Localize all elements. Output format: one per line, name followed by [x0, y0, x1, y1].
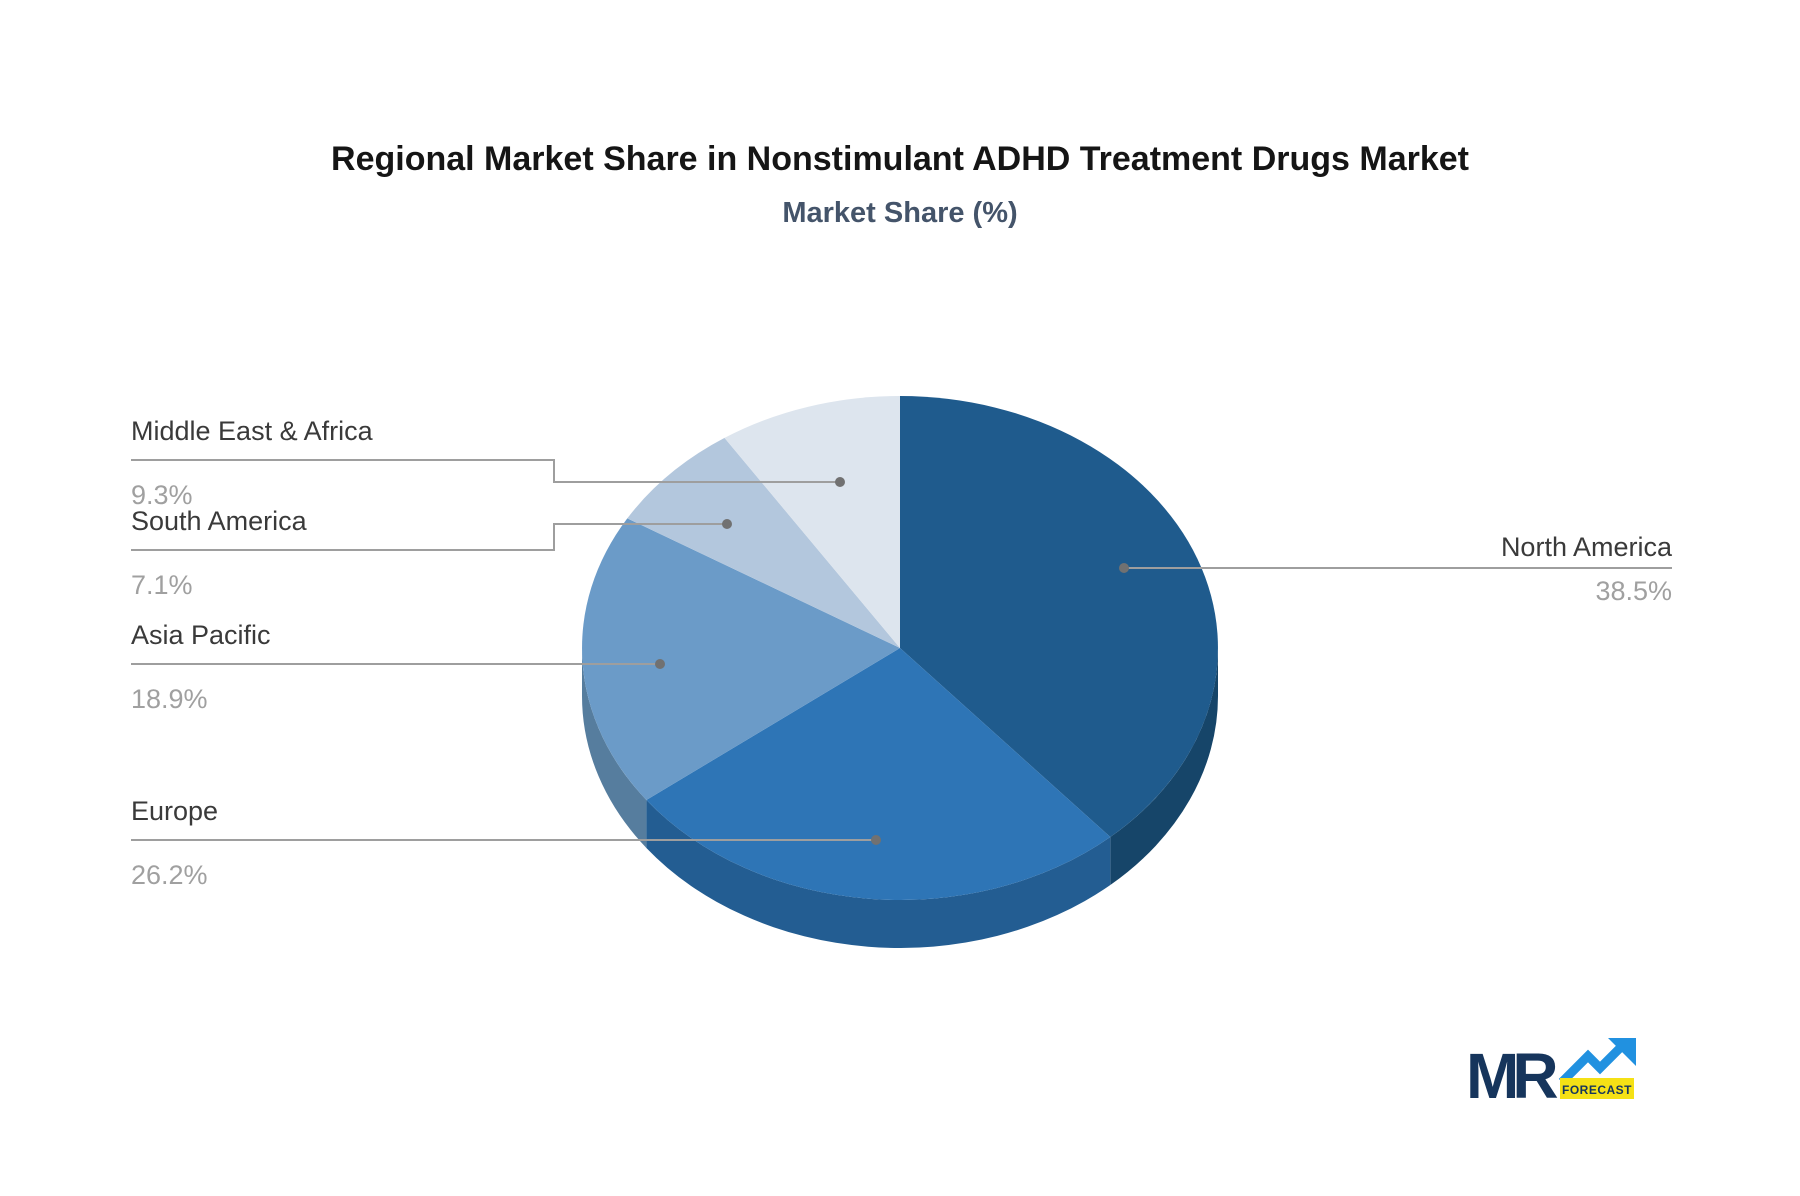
slice-value-south-america: 7.1% — [131, 570, 193, 600]
pie-wedges — [582, 396, 1218, 900]
chart-subtitle: Market Share (%) — [782, 197, 1017, 229]
pie-slice-north-america — [900, 396, 1218, 837]
slice-label-north-america: North America — [1501, 532, 1673, 562]
pie-slice-asia-pacific — [582, 518, 900, 800]
pie-slice-europe — [646, 648, 1111, 900]
pie-slice-middle-east-africa — [724, 396, 900, 648]
trend-arrow-icon — [1558, 1042, 1626, 1086]
slice-label-south-america: South America — [131, 506, 308, 536]
chart-title: Regional Market Share in Nonstimulant AD… — [331, 140, 1469, 178]
logo-mr-text: MR — [1466, 1040, 1557, 1112]
pie-3d-rim — [582, 648, 1218, 948]
slice-label-asia-pacific: Asia Pacific — [131, 620, 271, 650]
leader-line-middle-east-africa — [131, 459, 840, 483]
slice-label-middle-east-africa: Middle East & Africa — [131, 416, 374, 446]
leader-dot-south-america — [722, 519, 732, 529]
slice-value-asia-pacific: 18.9% — [131, 684, 208, 714]
pie-slice-south-america — [627, 437, 900, 648]
slice-labels: Middle East & Africa 9.3% South America … — [131, 416, 1673, 890]
leader-line-south-america — [131, 523, 727, 551]
pie-slice-asia-pacific-side — [582, 648, 647, 848]
pie-slice-north-america-side — [1110, 648, 1218, 885]
slice-value-north-america: 38.5% — [1595, 576, 1672, 606]
leader-dot-europe — [871, 835, 881, 845]
leader-lines — [131, 459, 1672, 845]
leader-dot-middle-east-africa — [835, 477, 845, 487]
slice-value-middle-east-africa: 9.3% — [131, 480, 193, 510]
leader-dot-asia-pacific — [655, 659, 665, 669]
logo-forecast-text: FORECAST — [1562, 1083, 1632, 1097]
slice-value-europe: 26.2% — [131, 860, 208, 890]
mrforecast-logo: MR FORECAST — [1466, 1038, 1636, 1112]
pie-slice-europe-side — [646, 800, 1111, 948]
leader-dot-north-america — [1119, 563, 1129, 573]
trend-arrow-head-icon — [1608, 1038, 1636, 1066]
slice-label-europe: Europe — [131, 796, 218, 826]
forecast-badge — [1560, 1078, 1634, 1099]
